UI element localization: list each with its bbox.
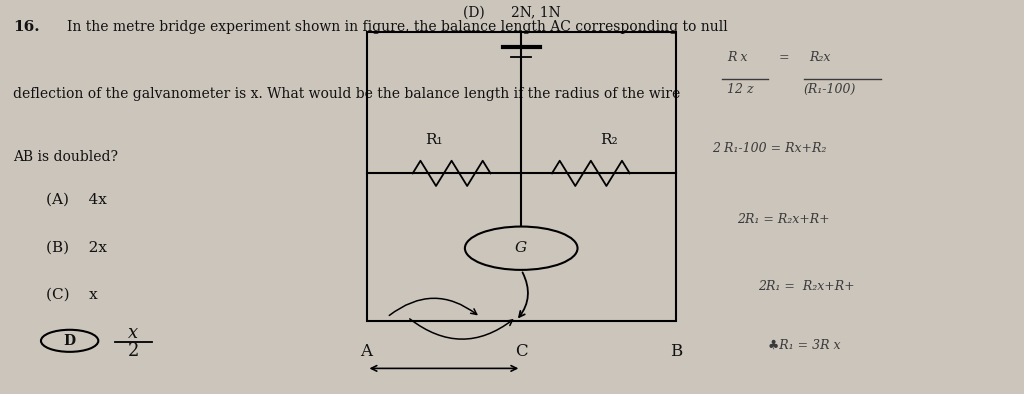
Text: R₁: R₁ — [425, 133, 442, 147]
Text: 2 R₁-100 = Rx+R₂: 2 R₁-100 = Rx+R₂ — [712, 142, 826, 155]
Text: 12 z: 12 z — [727, 83, 754, 96]
Text: (C)    x: (C) x — [46, 288, 98, 302]
Text: G: G — [515, 241, 527, 255]
Text: B: B — [670, 343, 682, 360]
Text: 2: 2 — [127, 342, 139, 360]
Text: x: x — [128, 324, 138, 342]
Text: (D)      2N, 1N: (D) 2N, 1N — [463, 6, 561, 20]
Text: A: A — [360, 343, 373, 360]
Text: 2R₁ = R₂x+R+: 2R₁ = R₂x+R+ — [737, 213, 829, 226]
Text: ♣R₁ = 3R x: ♣R₁ = 3R x — [768, 339, 841, 352]
Text: 2R₁ =  R₂x+R+: 2R₁ = R₂x+R+ — [758, 280, 854, 293]
Text: deflection of the galvanometer is x. What would be the balance length if the rad: deflection of the galvanometer is x. Wha… — [13, 87, 681, 101]
Text: AB is doubled?: AB is doubled? — [13, 150, 119, 164]
Text: R₂x: R₂x — [809, 51, 830, 64]
Text: 16.: 16. — [13, 20, 40, 34]
Circle shape — [465, 227, 578, 270]
Text: (B)    2x: (B) 2x — [46, 240, 108, 255]
Text: (A)    4x: (A) 4x — [46, 193, 106, 207]
Text: D: D — [63, 334, 76, 348]
Bar — [367, 32, 676, 321]
Text: C: C — [515, 343, 527, 360]
Text: R x: R x — [727, 51, 748, 64]
Text: (R₁-100): (R₁-100) — [804, 83, 856, 96]
Text: x: x — [439, 390, 449, 394]
Text: R₂: R₂ — [600, 133, 617, 147]
Text: =: = — [778, 51, 788, 64]
Text: In the metre bridge experiment shown in figure, the balance length AC correspond: In the metre bridge experiment shown in … — [67, 20, 727, 34]
